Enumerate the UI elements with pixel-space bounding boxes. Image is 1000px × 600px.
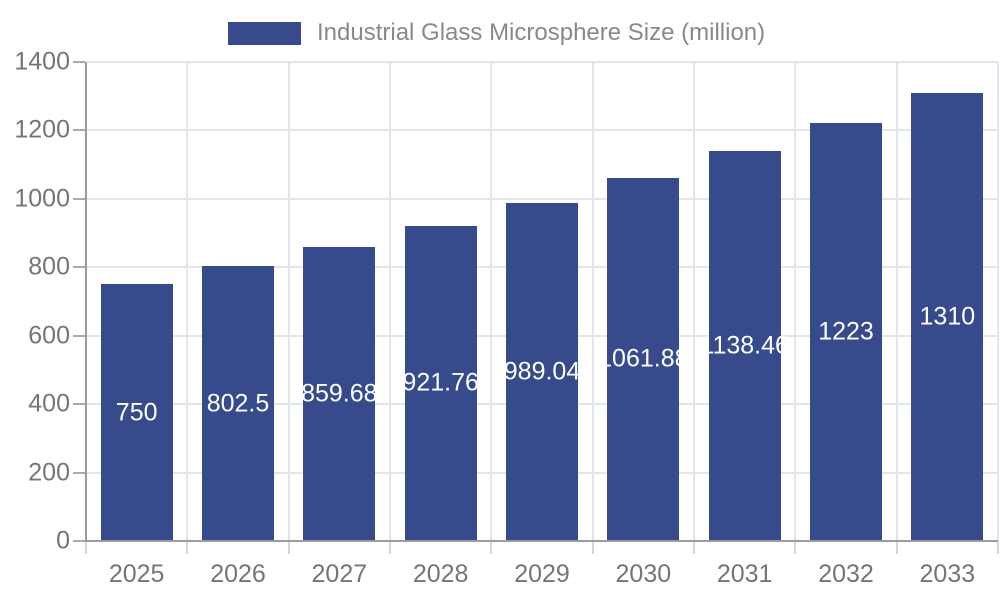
y-tick-label: 1400 [14,47,70,76]
legend-swatch [228,21,301,45]
grid-vertical-line [693,62,695,541]
bar [202,266,274,541]
y-tick-label: 1000 [14,184,70,213]
y-tick-label: 800 [28,252,70,281]
bar-value-label: 1138.46 [700,331,789,360]
x-tick-label: 2025 [108,560,165,588]
x-axis-tick [997,542,999,554]
bar [100,284,173,541]
bar-value-label: 921.76 [402,368,479,397]
bar-value-label: 989.04 [503,357,581,386]
grid-vertical-line [895,62,898,541]
grid-vertical-line [591,62,594,541]
x-axis-tick [895,542,898,554]
x-axis-tick [186,542,189,554]
x-tick-label: 2033 [919,560,976,588]
y-tick-label: 600 [28,321,70,350]
grid-horizontal-line [86,129,998,132]
x-axis-tick [591,542,594,554]
x-axis-tick [287,542,290,554]
y-axis-tick [73,129,85,132]
x-axis-tick [693,542,695,554]
y-axis-tick [73,403,85,406]
x-tick-label: 2028 [412,560,469,588]
x-axis-tick [794,542,797,554]
grid-horizontal-line [86,61,998,63]
x-axis-tick [389,542,391,554]
y-axis-tick [73,471,85,474]
x-tick-label: 2030 [615,560,672,588]
y-axis-tick [73,61,85,63]
y-axis-line [85,62,87,543]
x-tick-label: 2031 [716,560,773,588]
grid-vertical-line [389,62,391,541]
grid-horizontal-line [86,197,998,200]
bar-value-label: 859.68 [301,379,378,408]
legend-item[interactable]: Industrial Glass Microsphere Size (milli… [228,19,765,47]
bar [303,246,376,541]
y-axis-tick [73,334,85,337]
bar-value-label: 1061.88 [598,344,689,373]
x-axis-line [86,540,998,542]
grid-vertical-line [997,62,999,541]
grid-vertical-line [287,62,290,541]
x-tick-label: 2032 [818,560,874,588]
x-axis-tick [85,542,87,554]
y-axis-tick [73,266,85,269]
x-tick-label: 2029 [514,560,570,588]
y-tick-label: 200 [28,458,70,487]
bar [810,122,882,541]
y-tick-label: 0 [56,526,70,555]
grid-vertical-line [186,62,189,541]
legend-label: Industrial Glass Microsphere Size (milli… [317,19,766,46]
bar-value-label: 802.5 [206,389,270,418]
bar [911,92,984,541]
y-axis-tick [73,540,85,542]
bar [708,151,781,541]
bar-value-label: 1310 [919,302,976,331]
x-tick-label: 2026 [210,560,266,588]
y-axis-tick [73,197,85,200]
x-axis-tick [490,542,493,554]
x-tick-label: 2027 [311,560,368,588]
bar [506,202,578,541]
bar [607,177,680,541]
y-tick-label: 1200 [14,115,70,144]
grid-vertical-line [794,62,797,541]
grid-vertical-line [490,62,493,541]
bar [404,225,477,541]
bar-value-label: 1223 [818,317,874,346]
y-tick-label: 400 [28,389,70,418]
bar-value-label: 750 [115,398,158,427]
